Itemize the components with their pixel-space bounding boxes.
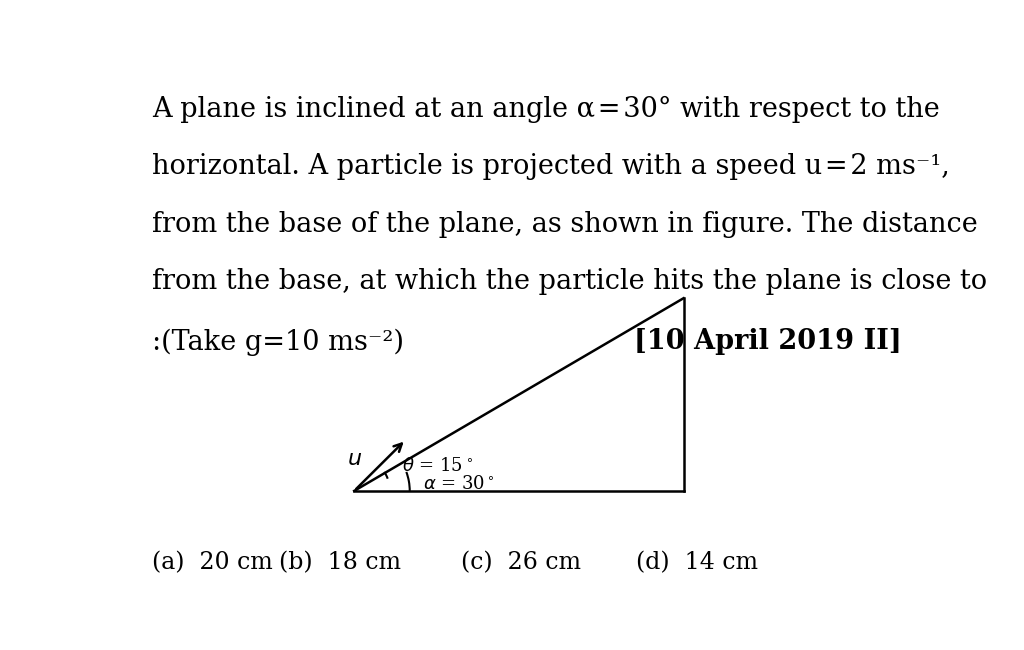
Text: $u$: $u$	[347, 448, 362, 471]
Text: [10 April 2019 II]: [10 April 2019 II]	[634, 328, 902, 356]
Text: (b)  18 cm: (b) 18 cm	[279, 551, 400, 574]
Text: (d)  14 cm: (d) 14 cm	[636, 551, 758, 574]
Text: $\alpha$ = 30$^\circ$: $\alpha$ = 30$^\circ$	[423, 475, 496, 493]
Text: $\theta$ = 15$^\circ$: $\theta$ = 15$^\circ$	[402, 457, 473, 475]
Text: from the base, at which the particle hits the plane is close to: from the base, at which the particle hit…	[152, 268, 987, 295]
Text: A plane is inclined at an angle α = 30° with respect to the: A plane is inclined at an angle α = 30° …	[152, 96, 940, 123]
Text: (c)  26 cm: (c) 26 cm	[461, 551, 582, 574]
Text: from the base of the plane, as shown in figure. The distance: from the base of the plane, as shown in …	[152, 211, 978, 238]
Text: (a)  20 cm: (a) 20 cm	[152, 551, 272, 574]
Text: :(Take g=10 ms⁻²): :(Take g=10 ms⁻²)	[152, 328, 403, 356]
Text: horizontal. A particle is projected with a speed u = 2 ms⁻¹,: horizontal. A particle is projected with…	[152, 153, 949, 180]
